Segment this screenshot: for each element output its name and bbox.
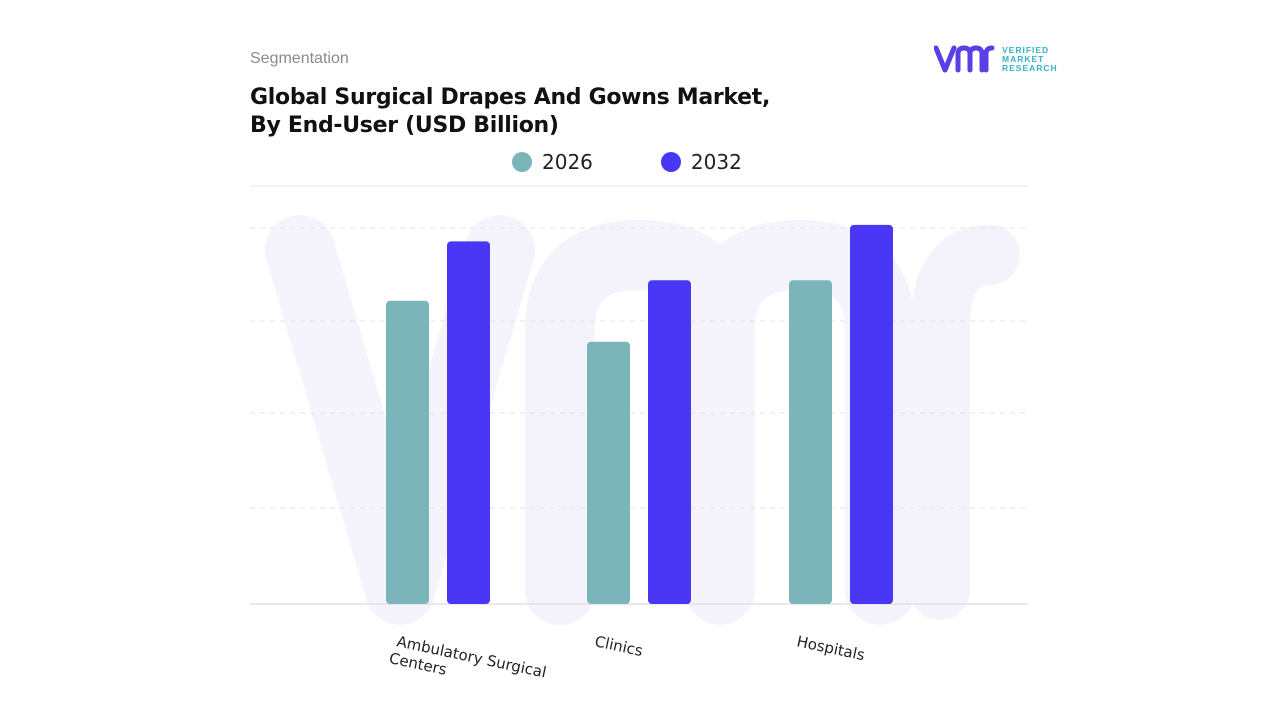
bar-2026-ambulatory-surgical-centers [386, 300, 429, 604]
legend-item-2026: 2026 [512, 150, 593, 174]
legend-label-2026: 2026 [542, 150, 593, 174]
logo-line1: VERIFIED [1002, 44, 1050, 55]
x-axis-labels: Ambulatory SurgicalCenters Clinics Hospita… [388, 631, 867, 699]
vmr-logo: VERIFIED MARKET RESEARCH [934, 44, 1058, 74]
bar-2032-clinics [648, 280, 691, 604]
chart-title: Global Surgical Drapes And Gowns Market,… [250, 84, 770, 140]
legend-item-2032: 2032 [660, 150, 742, 174]
legend-label-2032: 2032 [690, 150, 742, 174]
x-tick-label: Clinics [593, 632, 644, 660]
x-tick-label: Hospitals [795, 632, 866, 664]
bar-2032-ambulatory-surgical-centers [447, 241, 490, 604]
vmr-logo-text: VERIFIED MARKET RESEARCH [1002, 44, 1058, 73]
bars-group [386, 224, 893, 604]
legend-dot-2026 [512, 152, 532, 172]
chart-title-line2: By End-User (USD Billion) [250, 113, 559, 138]
vmr-logo-icon [934, 45, 995, 73]
logo-line3: RESEARCH [1002, 62, 1058, 73]
segmentation-label: Segmentation [250, 50, 349, 67]
bar-2026-clinics [587, 341, 630, 604]
x-tick-label: Ambulatory SurgicalCenters [388, 631, 548, 699]
bar-2032-hospitals [850, 224, 893, 604]
chart-title-line1: Global Surgical Drapes And Gowns Market, [250, 85, 771, 110]
bar-2026-hospitals [789, 280, 832, 604]
logo-line2: MARKET [1002, 53, 1045, 64]
legend-dot-2032 [660, 152, 681, 172]
chart-legend: 2026 2032 [512, 150, 742, 174]
